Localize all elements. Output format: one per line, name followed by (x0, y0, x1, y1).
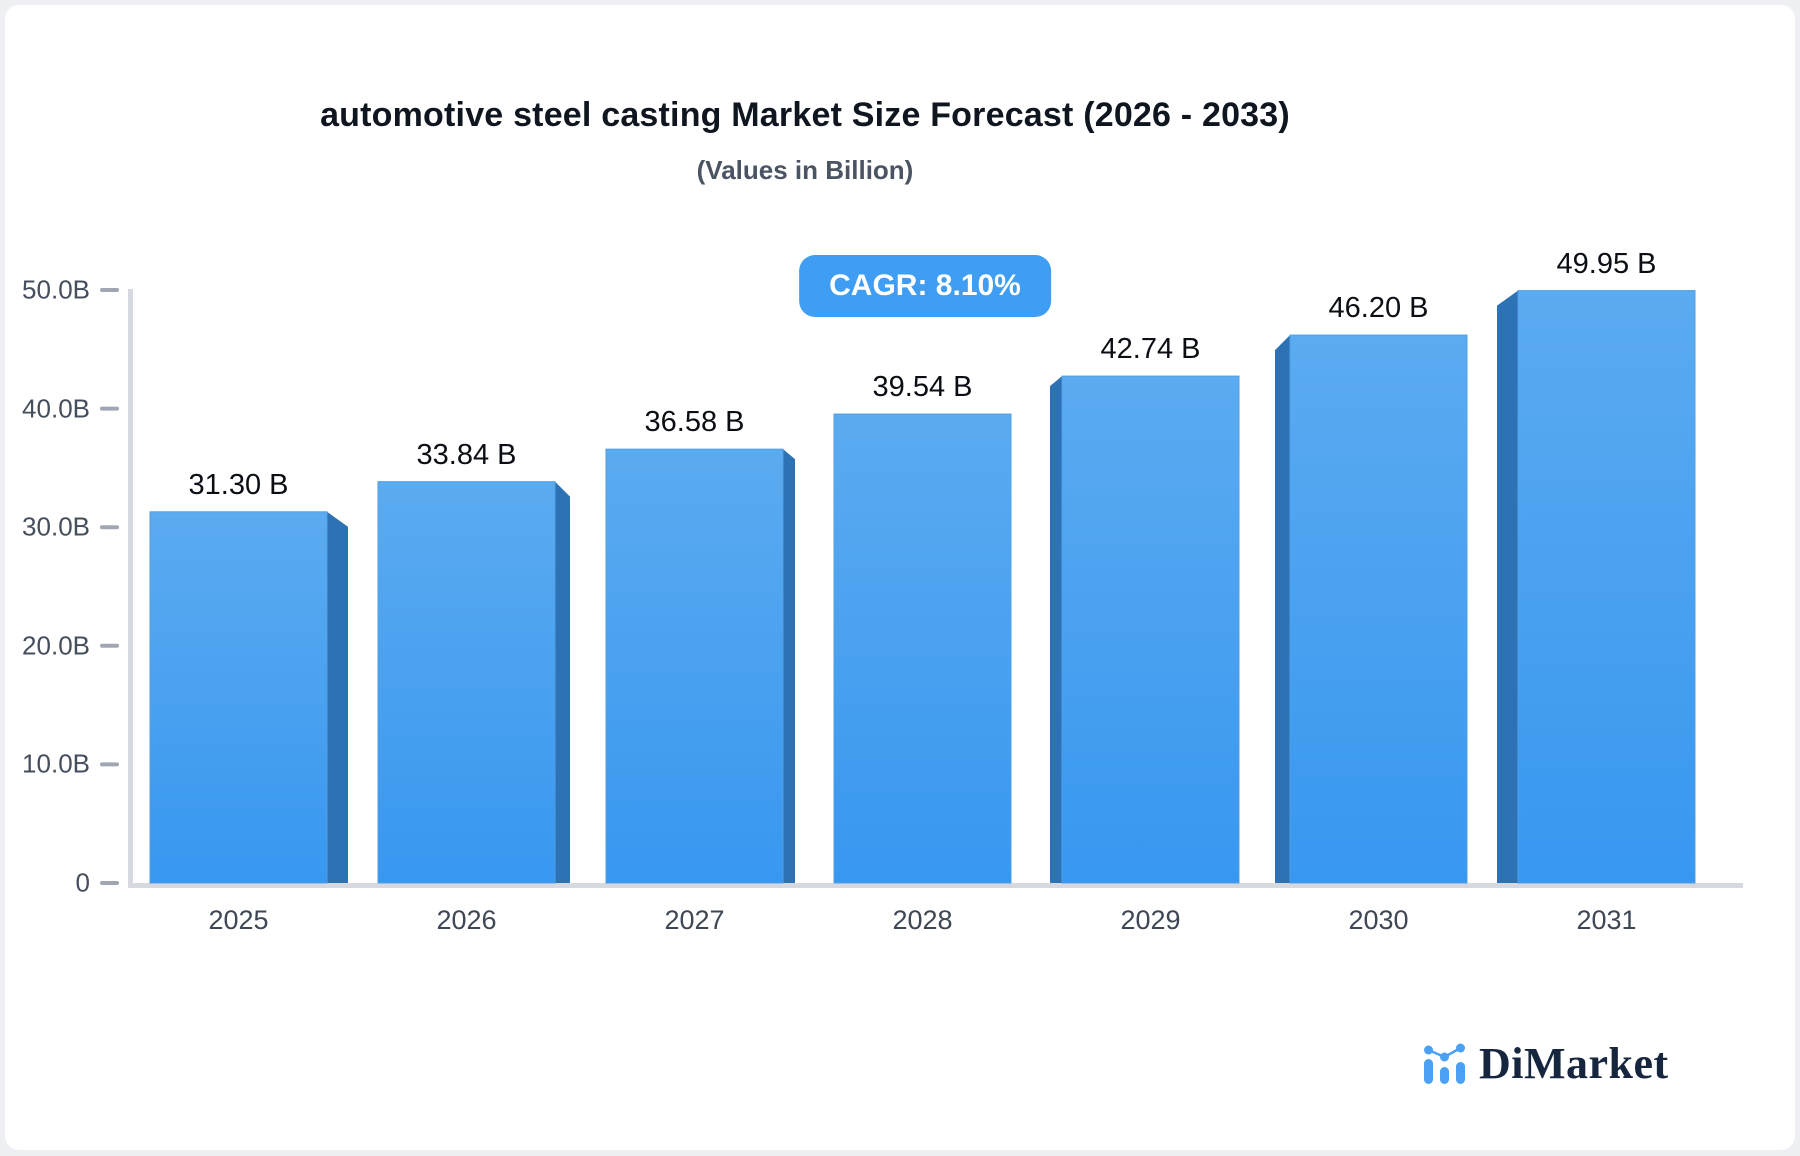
y-axis-line (128, 289, 133, 888)
bar-value-label: 46.20 B (1328, 292, 1429, 325)
x-axis-tick-label: 2030 (1348, 905, 1409, 935)
dimarket-logo: DiMarket (1423, 1042, 1669, 1086)
y-axis-tick (100, 762, 119, 767)
bar (1061, 375, 1240, 884)
bar-line-chart-icon (1424, 1043, 1465, 1084)
bar (833, 413, 1012, 884)
bar-side-face (327, 511, 348, 883)
bar-side-face (1497, 290, 1518, 883)
y-axis-tick-label: 50.0B (22, 274, 90, 305)
bar-value-label: 39.54 B (872, 371, 973, 404)
bar-side-face (1275, 335, 1290, 883)
bar (605, 448, 784, 884)
bar (1289, 334, 1468, 884)
y-axis-tick (100, 288, 119, 292)
bar-value-label: 49.95 B (1556, 247, 1657, 280)
x-axis-tick-label: 2031 (1576, 905, 1637, 935)
y-axis-tick-label: 40.0B (22, 393, 90, 424)
bar-value-label: 33.84 B (416, 438, 517, 471)
x-axis-tick-label: 2029 (1120, 905, 1181, 935)
y-axis-tick-label: 30.0B (22, 511, 90, 542)
bar-value-label: 36.58 B (644, 406, 745, 439)
bar-value-label: 42.74 B (1100, 333, 1201, 366)
bar-value-label: 31.30 B (188, 468, 289, 501)
y-axis-tick (100, 881, 119, 885)
bar (1517, 290, 1696, 884)
bar (377, 481, 556, 884)
y-axis-tick (100, 525, 119, 530)
dimarket-wordmark: DiMarket (1479, 1039, 1669, 1088)
bar (149, 511, 328, 884)
cagr-badge: CAGR: 8.10% (799, 255, 1051, 317)
bar-side-face (783, 449, 795, 883)
x-axis-line (128, 883, 1743, 888)
bar-side-face (555, 481, 570, 883)
x-axis-tick-label: 2026 (436, 905, 497, 935)
x-axis-tick-label: 2027 (664, 905, 725, 935)
x-axis-tick-label: 2028 (892, 905, 953, 935)
x-axis-tick-label: 2025 (208, 905, 269, 935)
y-axis-tick (100, 643, 119, 648)
y-axis-tick-label: 10.0B (22, 748, 90, 779)
bar-side-face (1050, 376, 1062, 883)
y-axis-tick-label: 20.0B (22, 630, 90, 661)
y-axis-tick (100, 406, 119, 411)
y-axis-tick-label: 0 (75, 867, 90, 898)
